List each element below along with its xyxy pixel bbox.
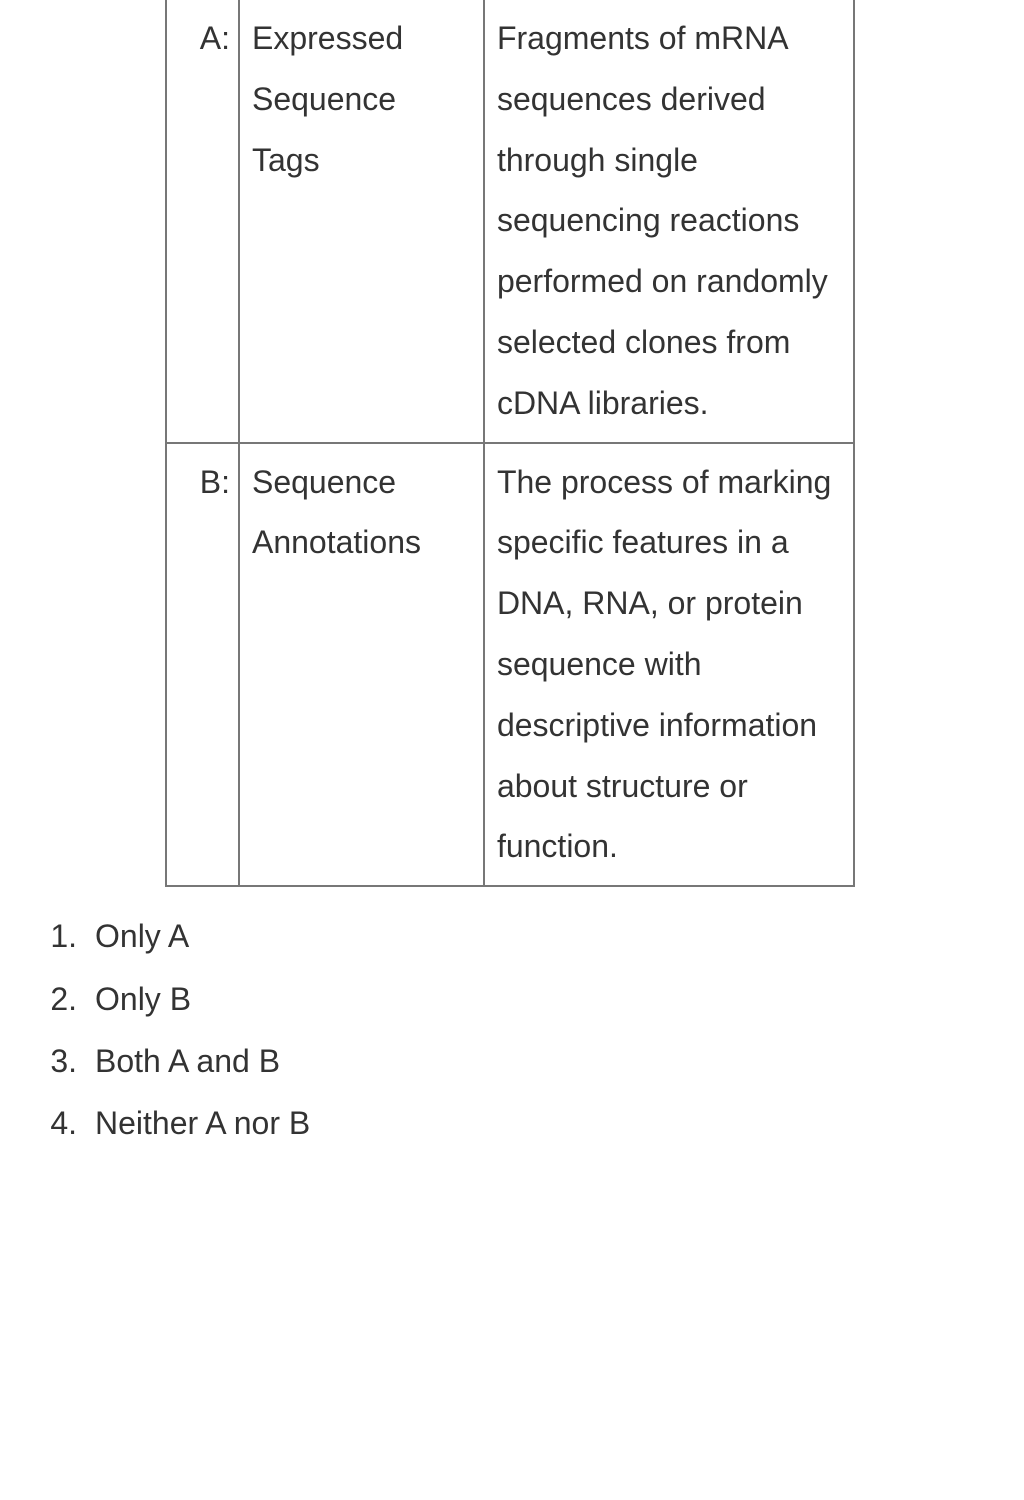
option-number: 3. — [35, 1030, 95, 1092]
option-number: 1. — [35, 905, 95, 967]
option-number: 2. — [35, 968, 95, 1030]
row-label: B: — [166, 443, 239, 887]
option-text: Both A and B — [95, 1030, 1024, 1092]
row-definition: The process of marking specific features… — [484, 443, 854, 887]
row-term: Expressed Sequence Tags — [239, 0, 484, 443]
row-term: Sequence Annotations — [239, 443, 484, 887]
definitions-table: A: Expressed Sequence Tags Fragments of … — [165, 0, 855, 887]
row-definition: Fragments of mRNA sequences derived thro… — [484, 0, 854, 443]
question-content: A: Expressed Sequence Tags Fragments of … — [0, 0, 1024, 1155]
option-number: 4. — [35, 1092, 95, 1154]
option-item[interactable]: 2. Only B — [35, 968, 1024, 1030]
option-item[interactable]: 1. Only A — [35, 905, 1024, 967]
row-label: A: — [166, 0, 239, 443]
table-row: A: Expressed Sequence Tags Fragments of … — [166, 0, 854, 443]
option-item[interactable]: 3. Both A and B — [35, 1030, 1024, 1092]
option-text: Neither A nor B — [95, 1092, 1024, 1154]
option-text: Only B — [95, 968, 1024, 1030]
option-text: Only A — [95, 905, 1024, 967]
answer-options: 1. Only A 2. Only B 3. Both A and B 4. N… — [0, 905, 1024, 1155]
option-item[interactable]: 4. Neither A nor B — [35, 1092, 1024, 1154]
table-row: B: Sequence Annotations The process of m… — [166, 443, 854, 887]
